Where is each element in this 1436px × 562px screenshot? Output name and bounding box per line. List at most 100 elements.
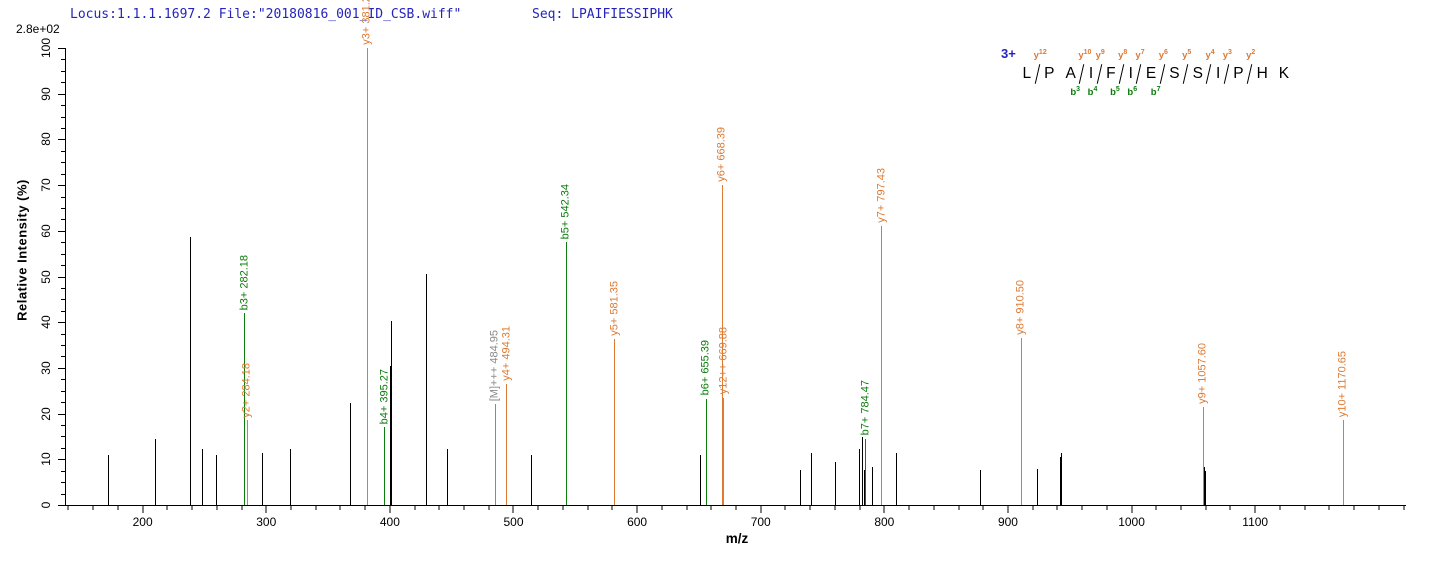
spectrum-peak bbox=[864, 470, 866, 505]
x-minor-tick bbox=[1106, 505, 1108, 510]
spectrum-peak-y-ion: y9+ 1057.60 bbox=[1197, 343, 1209, 505]
spectrum-peak bbox=[261, 453, 263, 505]
x-minor-tick bbox=[191, 505, 193, 510]
y-ion-label: y12 bbox=[1033, 49, 1047, 62]
y-minor-tick bbox=[61, 173, 66, 175]
x-minor-tick bbox=[784, 505, 786, 510]
x-tick-label: 1000 bbox=[1118, 515, 1145, 529]
fragment-cut: y6 b7 bbox=[1151, 49, 1168, 98]
x-tick-label: 1100 bbox=[1242, 515, 1269, 529]
b-ion-label: b6 bbox=[1127, 86, 1138, 99]
spectrum-peak bbox=[446, 448, 448, 505]
x-tick-label: 700 bbox=[750, 515, 771, 529]
x-minor-tick bbox=[686, 505, 688, 510]
x-tick-label: 800 bbox=[874, 515, 895, 529]
x-minor-tick bbox=[1032, 505, 1034, 510]
y-tick-label: 70 bbox=[39, 178, 53, 192]
spectrum-peak-y-ion: y12++ 669.88 bbox=[717, 327, 729, 505]
peak-label: b6+ 655.39 bbox=[699, 340, 712, 396]
spectrum-peak-y-ion: y8+ 910.50 bbox=[1015, 280, 1027, 505]
x-major-tick bbox=[1131, 505, 1133, 513]
x-minor-tick bbox=[859, 505, 861, 510]
x-tick-label: 200 bbox=[132, 515, 153, 529]
x-minor-tick bbox=[488, 505, 490, 510]
x-minor-tick bbox=[1180, 505, 1182, 510]
x-minor-tick bbox=[290, 505, 292, 510]
peak-label: b3+ 282.18 bbox=[238, 254, 251, 311]
spectrum-peak bbox=[201, 449, 203, 505]
spectrum-peak bbox=[979, 470, 981, 505]
spectrum-peak bbox=[1205, 470, 1206, 505]
residue-letter: I bbox=[1128, 65, 1133, 82]
fragment-cut: y9 b4 bbox=[1088, 49, 1105, 98]
y-major-tick bbox=[58, 48, 66, 49]
x-major-tick bbox=[512, 505, 514, 513]
spectrum-peak bbox=[871, 467, 873, 505]
residue-letter: P bbox=[1044, 65, 1055, 82]
y-ion-label: y9 bbox=[1095, 49, 1105, 62]
spectrum-peak bbox=[862, 437, 864, 505]
y-minor-tick bbox=[61, 333, 66, 335]
y-major-tick bbox=[58, 185, 66, 187]
y-major-tick bbox=[58, 459, 66, 461]
y-tick-label: 0 bbox=[39, 501, 53, 509]
peak-label: [M]+++ 484.95 bbox=[488, 330, 501, 402]
y-major-tick bbox=[58, 367, 66, 369]
spectrum-peak bbox=[389, 365, 391, 505]
x-minor-tick bbox=[216, 505, 218, 510]
fragment-cut: y3 bbox=[1223, 49, 1232, 85]
y-minor-tick bbox=[61, 287, 66, 289]
x-major-tick bbox=[636, 505, 638, 513]
x-minor-tick bbox=[834, 505, 836, 510]
spectrum-peak-y-ion: y4+ 494.31 bbox=[500, 326, 512, 505]
y-tick-label: 10 bbox=[39, 452, 53, 466]
x-minor-tick bbox=[463, 505, 465, 510]
peak-label: y12++ 669.88 bbox=[717, 327, 730, 395]
y-major-tick bbox=[58, 139, 66, 141]
y-ion-label: y4 bbox=[1205, 49, 1215, 62]
x-major-tick bbox=[1007, 505, 1009, 513]
x-minor-tick bbox=[537, 505, 539, 510]
residue-letter: H bbox=[1256, 65, 1268, 82]
x-major-tick bbox=[265, 505, 267, 513]
x-tick-label: 900 bbox=[997, 515, 1018, 529]
y-minor-tick bbox=[61, 219, 66, 221]
x-minor-tick bbox=[661, 505, 663, 510]
y-minor-tick bbox=[61, 310, 66, 312]
x-minor-tick bbox=[1378, 505, 1380, 510]
x-minor-tick bbox=[611, 505, 613, 510]
y-major-tick bbox=[58, 93, 66, 95]
b-ion-label: b7 bbox=[1150, 86, 1161, 99]
peak-label: y5+ 581.35 bbox=[608, 281, 621, 337]
y-tick-label: 100 bbox=[39, 37, 53, 59]
x-tick-label: 500 bbox=[503, 515, 524, 529]
y-minor-tick bbox=[61, 345, 66, 347]
plot-area: 200 300 400 500 600 700 800 900 1000 1100 0 10 20 30 4… bbox=[39, 0, 1406, 529]
x-minor-tick bbox=[1328, 505, 1330, 510]
x-major-tick bbox=[142, 505, 144, 513]
x-minor-tick bbox=[414, 505, 416, 510]
x-minor-tick bbox=[562, 505, 564, 510]
y-ion-label: y6 bbox=[1158, 49, 1168, 62]
x-minor-tick bbox=[117, 505, 119, 510]
peak-label: y6+ 668.39 bbox=[715, 127, 728, 183]
residue-letter: L bbox=[1022, 65, 1032, 82]
spectrum-peak bbox=[896, 453, 898, 505]
spectrum-peak-b-ion: b7+ 784.47 bbox=[859, 380, 871, 505]
y-minor-tick bbox=[61, 207, 66, 209]
y-tick-label: 20 bbox=[39, 406, 53, 421]
x-minor-tick bbox=[982, 505, 984, 510]
peak-label: y7+ 797.43 bbox=[875, 168, 888, 224]
x-minor-tick bbox=[166, 505, 168, 510]
residue-letter: F bbox=[1106, 65, 1116, 82]
residue-letter: E bbox=[1145, 65, 1157, 82]
y-major-tick bbox=[58, 230, 66, 232]
spectrum-peak bbox=[1061, 453, 1063, 505]
y-minor-tick bbox=[61, 127, 66, 129]
residue-letter: K bbox=[1278, 65, 1290, 82]
spectrum-peak-precursor: [M]+++ 484.95 bbox=[489, 330, 501, 505]
b-ion-label: b4 bbox=[1087, 86, 1098, 99]
residue-letter: S bbox=[1192, 65, 1203, 82]
y-minor-tick bbox=[61, 253, 66, 255]
spectrum-peak bbox=[1203, 467, 1205, 505]
